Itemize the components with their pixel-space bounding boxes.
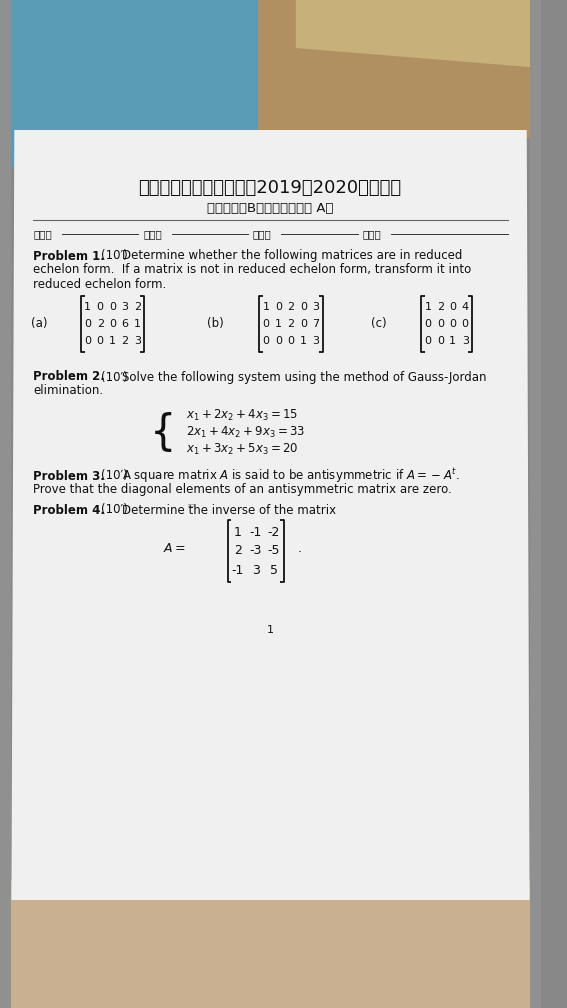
Text: 1: 1 xyxy=(109,336,116,346)
Text: 0: 0 xyxy=(84,319,91,329)
Text: 1: 1 xyxy=(263,302,270,312)
Text: 2: 2 xyxy=(234,544,242,557)
Text: -1: -1 xyxy=(231,563,244,577)
Text: $\{$: $\{$ xyxy=(149,410,172,454)
Text: Determine the inverse of the matrix: Determine the inverse of the matrix xyxy=(122,504,336,516)
Text: 3: 3 xyxy=(312,336,319,346)
Text: 0: 0 xyxy=(84,336,91,346)
Polygon shape xyxy=(11,130,530,900)
Text: $x_1 + 3x_2 + 5x_3 = 20$: $x_1 + 3x_2 + 5x_3 = 20$ xyxy=(186,442,298,457)
Text: -1: -1 xyxy=(249,525,262,538)
Polygon shape xyxy=(0,880,541,1008)
Text: 4: 4 xyxy=(462,302,469,312)
Polygon shape xyxy=(0,0,257,168)
Text: 3: 3 xyxy=(134,336,141,346)
Text: 1: 1 xyxy=(84,302,91,312)
Text: 1: 1 xyxy=(275,319,282,329)
Text: 0: 0 xyxy=(287,336,294,346)
Text: 0: 0 xyxy=(437,319,444,329)
Text: 0: 0 xyxy=(97,336,104,346)
Polygon shape xyxy=(296,0,541,68)
Text: 学院：: 学院： xyxy=(33,229,52,239)
Text: 武汉大学数学与统计学院2019－2020第一学期: 武汉大学数学与统计学院2019－2020第一学期 xyxy=(138,179,401,197)
Text: 姓名：: 姓名： xyxy=(363,229,382,239)
Text: $x_1 + 2x_2 + 4x_3 = 15$: $x_1 + 2x_2 + 4x_3 = 15$ xyxy=(186,407,298,422)
Bar xyxy=(0,0,11,1008)
Text: -5: -5 xyxy=(268,544,280,557)
Text: 1: 1 xyxy=(449,336,456,346)
Text: (c): (c) xyxy=(371,317,387,330)
Text: 0: 0 xyxy=(300,319,307,329)
Text: 3: 3 xyxy=(252,563,260,577)
Text: Prove that the diagonal elements of an antisymmetric matrix are zero.: Prove that the diagonal elements of an a… xyxy=(33,484,452,497)
Text: 2: 2 xyxy=(287,319,295,329)
Text: (b): (b) xyxy=(208,317,224,330)
Polygon shape xyxy=(257,0,541,138)
Text: (10′): (10′) xyxy=(101,504,128,516)
Text: 0: 0 xyxy=(109,319,116,329)
Text: 0: 0 xyxy=(275,302,282,312)
Text: 0: 0 xyxy=(275,336,282,346)
Bar xyxy=(530,0,541,1008)
Text: echelon form.  If a matrix is not in reduced echelon form, transform it into: echelon form. If a matrix is not in redu… xyxy=(33,263,472,276)
Text: 2: 2 xyxy=(287,302,295,312)
Text: 专业：: 专业： xyxy=(143,229,162,239)
Text: 2: 2 xyxy=(96,319,104,329)
Text: Problem 3.: Problem 3. xyxy=(33,470,105,483)
Text: 0: 0 xyxy=(97,302,104,312)
Text: reduced echelon form.: reduced echelon form. xyxy=(33,277,167,290)
Text: 学号：: 学号： xyxy=(253,229,272,239)
Text: 3: 3 xyxy=(121,302,129,312)
Text: $2x_1 + 4x_2 + 9x_3 = 33$: $2x_1 + 4x_2 + 9x_3 = 33$ xyxy=(186,424,306,439)
Text: 2: 2 xyxy=(121,336,129,346)
Text: 0: 0 xyxy=(425,336,431,346)
Text: 0: 0 xyxy=(263,336,270,346)
Text: A square matrix $A$ is said to be antisymmetric if $A = -A^t$.: A square matrix $A$ is said to be antisy… xyxy=(122,467,460,485)
Text: 0: 0 xyxy=(449,319,456,329)
Text: 0: 0 xyxy=(462,319,469,329)
Text: 7: 7 xyxy=(312,319,319,329)
Text: 1: 1 xyxy=(266,625,273,635)
Text: Problem 2.: Problem 2. xyxy=(33,371,105,383)
Text: 0: 0 xyxy=(263,319,270,329)
Text: 0: 0 xyxy=(300,302,307,312)
Text: -3: -3 xyxy=(249,544,262,557)
Text: .: . xyxy=(298,541,302,554)
Text: (10′): (10′) xyxy=(101,371,128,383)
Text: elimination.: elimination. xyxy=(33,384,104,397)
Text: Problem 1.: Problem 1. xyxy=(33,250,105,262)
Text: 3: 3 xyxy=(312,302,319,312)
Text: Solve the following system using the method of Gauss-Jordan: Solve the following system using the met… xyxy=(122,371,486,383)
Text: (10′): (10′) xyxy=(101,470,128,483)
Text: -2: -2 xyxy=(268,525,280,538)
Text: 5: 5 xyxy=(270,563,278,577)
Text: (10′): (10′) xyxy=(101,250,128,262)
Text: 1: 1 xyxy=(300,336,307,346)
Text: 6: 6 xyxy=(121,319,129,329)
Text: $A =$: $A =$ xyxy=(163,541,186,554)
Text: 1: 1 xyxy=(234,525,242,538)
Text: 1: 1 xyxy=(134,319,141,329)
Text: 2: 2 xyxy=(134,302,141,312)
Text: 1: 1 xyxy=(425,302,431,312)
Text: 0: 0 xyxy=(449,302,456,312)
Text: =: = xyxy=(187,501,195,511)
Text: (a): (a) xyxy=(31,317,48,330)
Text: Problem 4.: Problem 4. xyxy=(33,504,105,516)
Text: 《线性代数B》期末考试试卷 A卷: 《线性代数B》期末考试试卷 A卷 xyxy=(207,202,333,215)
Text: Determine whether the following matrices are in reduced: Determine whether the following matrices… xyxy=(122,250,463,262)
Text: 3: 3 xyxy=(462,336,469,346)
Text: 0: 0 xyxy=(425,319,431,329)
Text: 0: 0 xyxy=(437,336,444,346)
Text: 2: 2 xyxy=(437,302,444,312)
Text: 0: 0 xyxy=(109,302,116,312)
